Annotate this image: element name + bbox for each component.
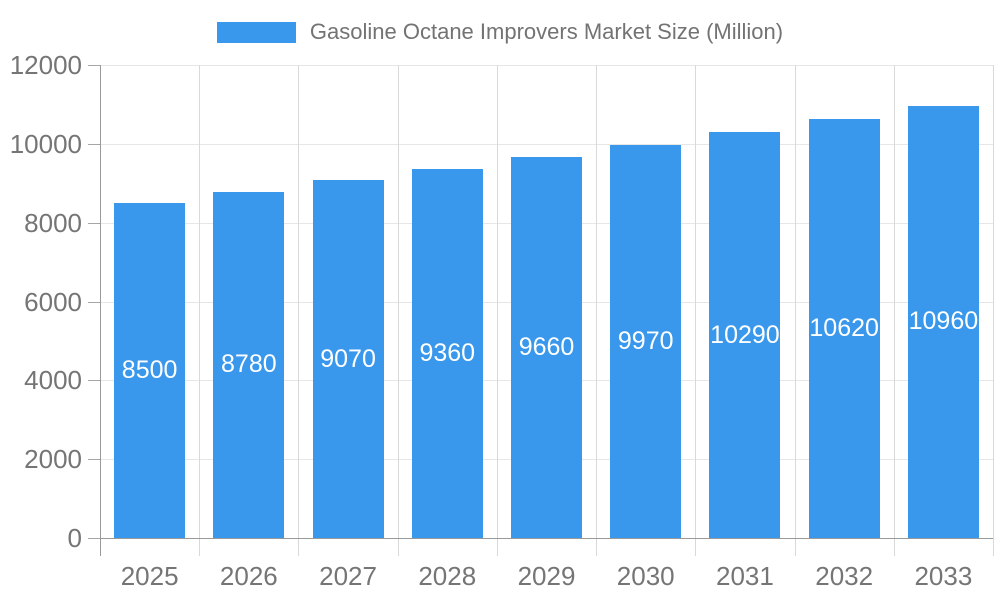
y-axis-label: 8000: [24, 207, 82, 238]
gridline-horizontal: [100, 143, 993, 145]
x-axis-label: 2030: [616, 561, 675, 591]
y-axis-label: 6000: [24, 286, 82, 317]
gridline-vertical: [596, 65, 598, 556]
bar[interactable]: [411, 169, 483, 538]
bar[interactable]: [709, 132, 781, 538]
bar[interactable]: [312, 180, 384, 538]
x-axis-label: 2027: [319, 561, 377, 591]
legend[interactable]: Gasoline Octane Improvers Market Size (M…: [0, 20, 1000, 44]
bar[interactable]: [213, 191, 285, 538]
x-axis-label: 2033: [914, 561, 973, 591]
y-axis-tick: [88, 380, 100, 382]
bar[interactable]: [511, 157, 582, 538]
legend-label: Gasoline Octane Improvers Market Size (M…: [309, 19, 784, 44]
gridline-vertical: [496, 65, 498, 556]
y-axis-tick: [88, 222, 100, 224]
bar-value-label: 9970: [617, 327, 674, 355]
bar-value-label: 10960: [908, 307, 979, 336]
gridline-horizontal: [100, 65, 993, 66]
gridline-vertical: [794, 65, 796, 556]
y-axis-label: 2000: [24, 444, 82, 475]
y-axis-label: 4000: [24, 365, 82, 396]
bar-value-label: 9070: [320, 344, 376, 373]
y-axis-label: 0: [67, 523, 82, 553]
gridline-vertical: [893, 65, 895, 556]
bar[interactable]: [808, 119, 880, 538]
y-axis-label: 10000: [9, 128, 82, 159]
y-axis-tick: [88, 301, 100, 303]
gridline-vertical: [199, 65, 201, 556]
x-axis-label: 2031: [716, 561, 774, 591]
y-axis-tick: [88, 459, 100, 461]
bar[interactable]: [907, 105, 979, 538]
bar-value-label: 9660: [518, 333, 575, 362]
x-axis-label: 2032: [815, 561, 874, 591]
x-axis-label: 2029: [517, 561, 576, 591]
bar-value-label: 10290: [710, 320, 780, 349]
y-axis-tick: [88, 538, 100, 539]
y-axis-label: 12000: [9, 50, 82, 80]
gridline-vertical: [993, 65, 994, 556]
gridline-vertical: [397, 65, 399, 556]
gridline-vertical: [695, 65, 697, 556]
x-axis-label: 2025: [120, 561, 179, 591]
bar[interactable]: [114, 202, 186, 538]
bar-value-label: 10620: [809, 314, 879, 343]
y-axis-line: [100, 65, 101, 556]
bar[interactable]: [610, 145, 682, 538]
x-axis-label: 2028: [418, 561, 477, 591]
y-axis-tick: [88, 65, 100, 66]
x-axis-label: 2026: [219, 561, 278, 591]
bar-value-label: 8780: [221, 350, 277, 379]
bar-value-label: 9360: [419, 339, 476, 368]
y-axis-tick: [88, 143, 100, 145]
legend-swatch: [216, 21, 296, 43]
gridline-vertical: [298, 65, 300, 556]
bar-value-label: 8500: [121, 355, 178, 384]
x-axis-line: [88, 538, 993, 539]
